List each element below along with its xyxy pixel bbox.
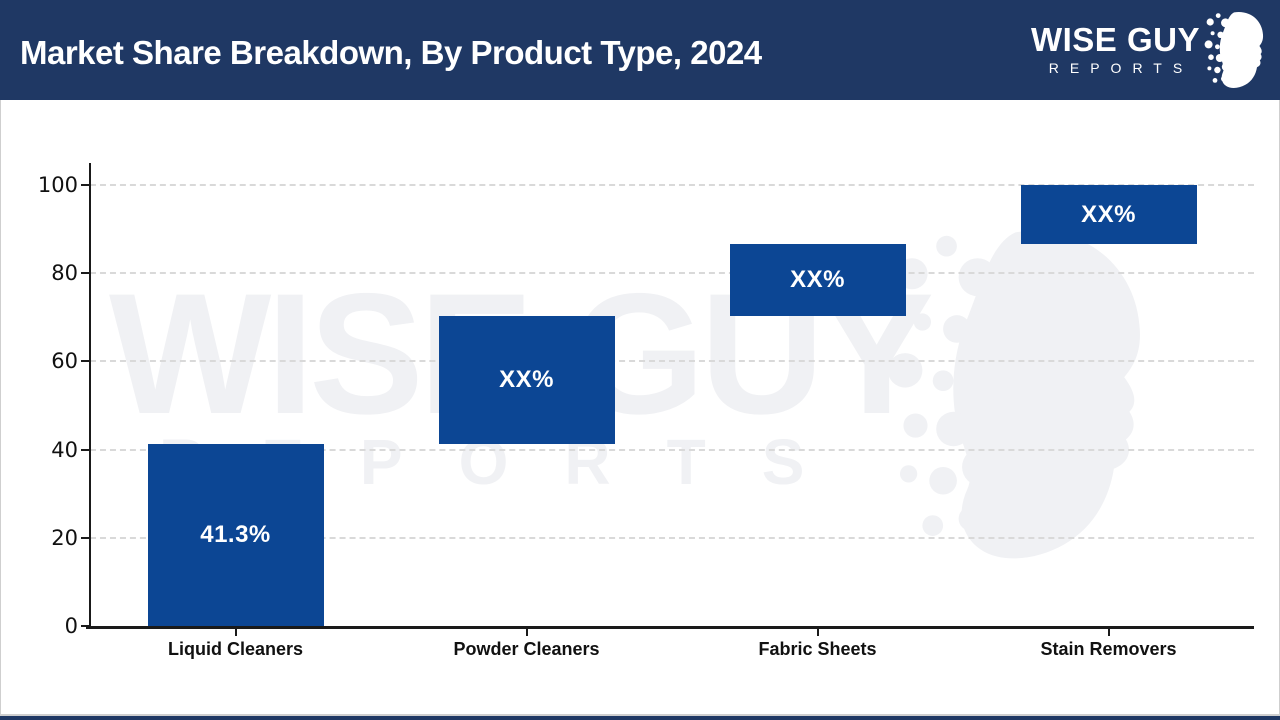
gridline-20 <box>90 536 1254 539</box>
x-axis-line <box>86 626 1254 629</box>
category-label-1: Liquid Cleaners <box>167 639 304 659</box>
category-label-2: Powder Cleaners <box>453 639 600 659</box>
y-tick-mark <box>81 272 90 275</box>
footer-accent-bar <box>0 716 1280 720</box>
y-tick-label: 0 <box>64 614 78 638</box>
bar-value-label: 41.3% <box>200 520 271 548</box>
y-tick-mark <box>81 184 90 186</box>
card-bottom-border <box>0 714 1280 716</box>
y-tick-mark <box>81 360 90 363</box>
header-bar: Market Share Breakdown, By Product Type,… <box>0 0 1280 100</box>
gridline-60 <box>90 360 1254 363</box>
bar-value-label: XX% <box>790 265 845 293</box>
x-tick-mark <box>816 629 819 636</box>
y-tick-label: 80 <box>51 261 78 286</box>
bar-powder-cleaners: XX% <box>438 315 615 444</box>
brand-logo: WISE GUY REPORTS <box>1031 6 1268 94</box>
bar-value-label: XX% <box>1081 200 1136 228</box>
brand-logo-name: WISE GUY <box>1030 21 1200 58</box>
y-tick-mark <box>81 536 90 539</box>
y-tick-label: 60 <box>51 349 78 374</box>
page-title: Market Share Breakdown, By Product Type,… <box>20 34 762 71</box>
brand-logo-subtitle: REPORTS <box>1048 60 1194 76</box>
brand-logo-text: WISE GUY REPORTS <box>1031 22 1200 78</box>
x-tick-mark <box>1107 629 1110 636</box>
category-label-4: Stain Removers <box>1040 639 1177 659</box>
x-tick-mark <box>234 629 237 636</box>
y-tick-mark <box>81 625 90 627</box>
y-tick-label: 20 <box>51 525 78 550</box>
gridline-100 <box>90 184 1254 186</box>
category-label-3: Fabric Sheets <box>758 639 877 659</box>
y-tick-mark <box>81 448 90 451</box>
gridline-40 <box>90 448 1254 451</box>
gridline-80 <box>90 272 1254 275</box>
bar-stain-removers: XX% <box>1020 185 1197 245</box>
x-tick-mark <box>525 629 528 636</box>
brand-head-icon <box>1204 12 1264 89</box>
bar-value-label: XX% <box>499 365 554 393</box>
bar-fabric-sheets: XX% <box>729 244 906 316</box>
y-axis-line <box>89 163 91 628</box>
y-tick-label: 100 <box>37 173 78 197</box>
bar-liquid-cleaners: 41.3% <box>147 443 324 626</box>
y-tick-label: 40 <box>51 437 78 462</box>
